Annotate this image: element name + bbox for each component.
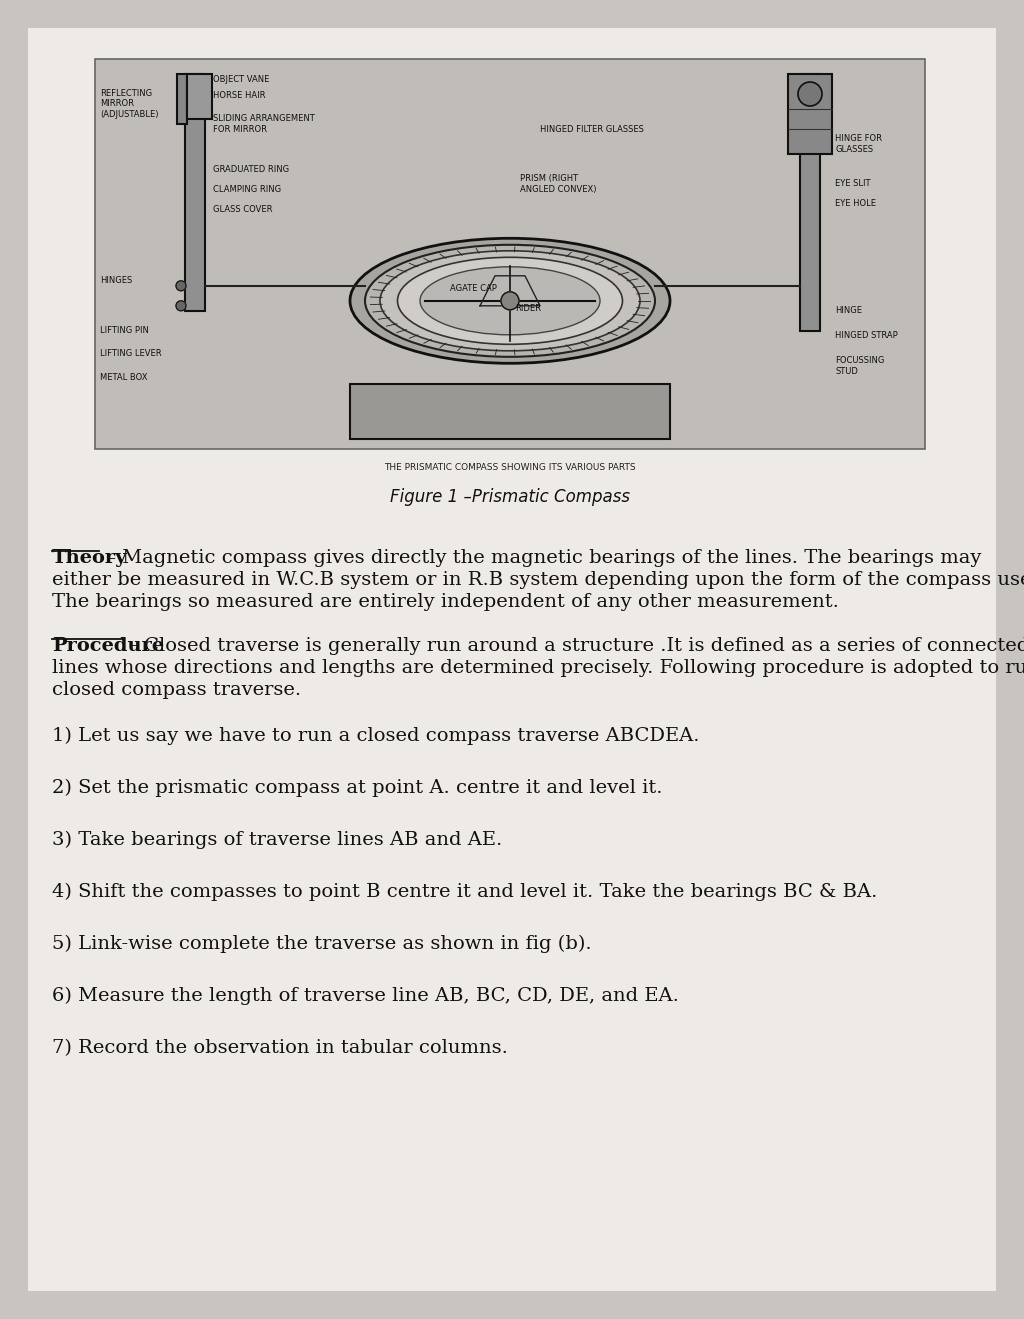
- Bar: [187, 74, 212, 119]
- Text: EYE HOLE: EYE HOLE: [835, 199, 876, 208]
- Text: FOCUSSING
STUD: FOCUSSING STUD: [835, 356, 885, 376]
- Text: Figure 1 –Prismatic Compass: Figure 1 –Prismatic Compass: [390, 488, 630, 506]
- Text: closed compass traverse.: closed compass traverse.: [52, 681, 301, 699]
- Text: HINGES: HINGES: [100, 276, 132, 285]
- Ellipse shape: [420, 266, 600, 335]
- Text: LIFTING PIN: LIFTING PIN: [100, 326, 148, 335]
- Text: REFLECTING
MIRROR
(ADJUSTABLE): REFLECTING MIRROR (ADJUSTABLE): [100, 90, 159, 119]
- Text: HINGED STRAP: HINGED STRAP: [835, 331, 898, 340]
- Bar: [788, 74, 831, 154]
- Text: 1) Let us say we have to run a closed compass traverse ABCDEA.: 1) Let us say we have to run a closed co…: [52, 727, 699, 745]
- Ellipse shape: [350, 239, 670, 363]
- Text: 4) Shift the compasses to point B centre it and level it. Take the bearings BC &: 4) Shift the compasses to point B centre…: [52, 882, 878, 901]
- Text: AGATE CAP: AGATE CAP: [450, 285, 497, 293]
- Bar: [177, 74, 187, 124]
- Text: 5) Link-wise complete the traverse as shown in fig (b).: 5) Link-wise complete the traverse as sh…: [52, 935, 592, 954]
- Text: PRISM (RIGHT
ANGLED CONVEX): PRISM (RIGHT ANGLED CONVEX): [520, 174, 597, 194]
- Text: GRADUATED RING: GRADUATED RING: [213, 165, 289, 174]
- Text: The bearings so measured are entirely independent of any other measurement.: The bearings so measured are entirely in…: [52, 594, 839, 611]
- Text: 6) Measure the length of traverse line AB, BC, CD, DE, and EA.: 6) Measure the length of traverse line A…: [52, 987, 679, 1005]
- Text: SLIDING ARRANGEMENT
FOR MIRROR: SLIDING ARRANGEMENT FOR MIRROR: [213, 115, 314, 133]
- Text: Procedure: Procedure: [52, 637, 164, 656]
- Bar: [350, 384, 670, 439]
- Text: 7) Record the observation in tabular columns.: 7) Record the observation in tabular col…: [52, 1039, 508, 1057]
- Circle shape: [501, 291, 519, 310]
- Text: lines whose directions and lengths are determined precisely. Following procedure: lines whose directions and lengths are d…: [52, 660, 1024, 677]
- Text: THE PRISMATIC COMPASS SHOWING ITS VARIOUS PARTS: THE PRISMATIC COMPASS SHOWING ITS VARIOU…: [384, 463, 636, 471]
- Text: - Closed traverse is generally run around a structure .It is defined as a series: - Closed traverse is generally run aroun…: [125, 637, 1024, 656]
- Text: 2) Set the prismatic compass at point A. centre it and level it.: 2) Set the prismatic compass at point A.…: [52, 780, 663, 797]
- Text: RIDER: RIDER: [515, 305, 541, 314]
- Text: Theory: Theory: [52, 549, 128, 567]
- Text: HORSE HAIR: HORSE HAIR: [213, 91, 265, 100]
- Bar: [95, 59, 925, 448]
- Text: CLAMPING RING: CLAMPING RING: [213, 185, 282, 194]
- Text: EYE SLIT: EYE SLIT: [835, 179, 870, 189]
- Text: LIFTING LEVER: LIFTING LEVER: [100, 350, 162, 359]
- Circle shape: [176, 281, 186, 290]
- Text: HINGE FOR
GLASSES: HINGE FOR GLASSES: [835, 135, 882, 154]
- Ellipse shape: [397, 257, 623, 344]
- Bar: [185, 74, 205, 311]
- Ellipse shape: [380, 251, 640, 351]
- Text: 3) Take bearings of traverse lines AB and AE.: 3) Take bearings of traverse lines AB an…: [52, 831, 502, 849]
- Text: OBJECT VANE: OBJECT VANE: [213, 74, 269, 83]
- Bar: [800, 74, 820, 331]
- Text: HINGE: HINGE: [835, 306, 862, 315]
- Text: HINGED FILTER GLASSES: HINGED FILTER GLASSES: [540, 124, 644, 133]
- Text: GLASS COVER: GLASS COVER: [213, 204, 272, 214]
- Ellipse shape: [365, 245, 655, 357]
- Circle shape: [176, 301, 186, 311]
- Circle shape: [798, 82, 822, 106]
- Text: – Magnetic compass gives directly the magnetic bearings of the lines. The bearin: – Magnetic compass gives directly the ma…: [100, 549, 981, 567]
- Text: METAL BOX: METAL BOX: [100, 372, 147, 381]
- Text: either be measured in W.C.B system or in R.B system depending upon the form of t: either be measured in W.C.B system or in…: [52, 571, 1024, 590]
